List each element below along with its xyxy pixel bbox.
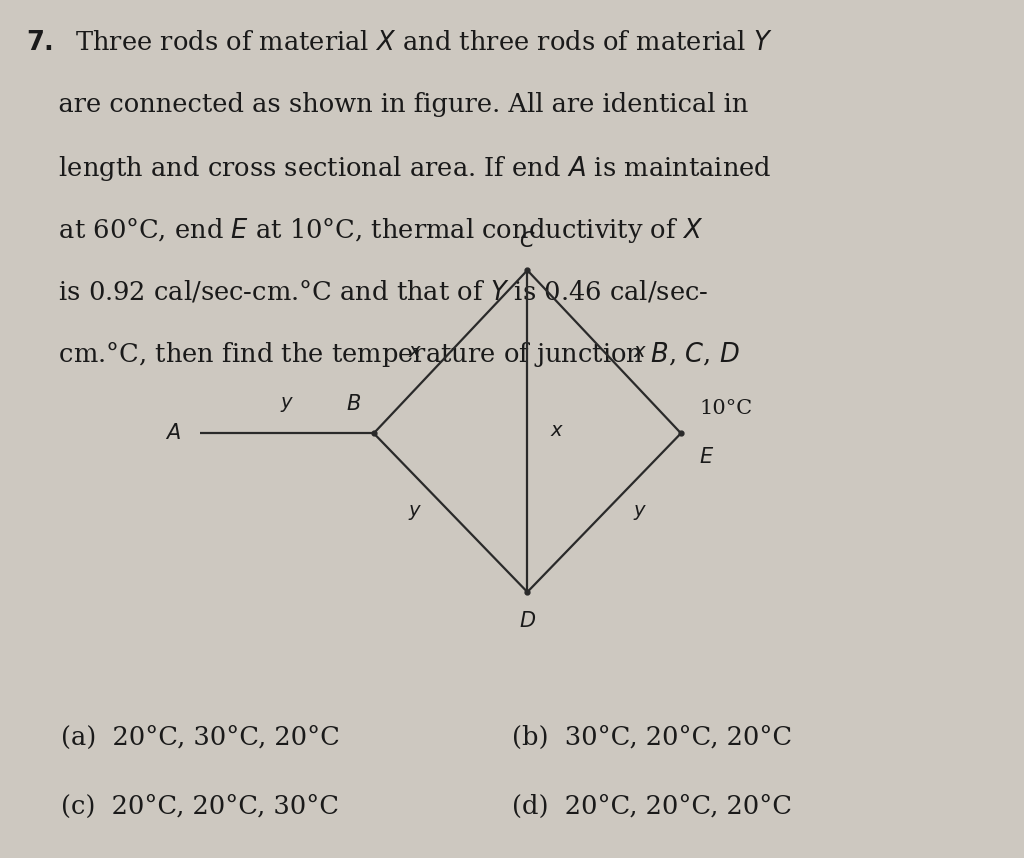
Text: at 60°C, end $E$ at 10°C, thermal conductivity of $X$: at 60°C, end $E$ at 10°C, thermal conduc… xyxy=(26,215,702,245)
Text: $E$: $E$ xyxy=(699,447,715,467)
Text: $x$: $x$ xyxy=(633,343,647,360)
Text: (c)  20°C, 20°C, 30°C: (c) 20°C, 20°C, 30°C xyxy=(61,794,339,819)
Text: $y$: $y$ xyxy=(280,396,294,414)
Text: are connected as shown in figure. All are identical in: are connected as shown in figure. All ar… xyxy=(26,92,748,117)
Text: length and cross sectional area. If end $A$ is maintained: length and cross sectional area. If end … xyxy=(26,154,771,183)
Text: is 0.92 cal/sec-cm.°C and that of $Y$ is 0.46 cal/sec-: is 0.92 cal/sec-cm.°C and that of $Y$ is… xyxy=(26,277,708,304)
Text: (a)  20°C, 30°C, 20°C: (a) 20°C, 30°C, 20°C xyxy=(61,725,340,750)
Text: $x$: $x$ xyxy=(550,422,564,440)
Text: $A$: $A$ xyxy=(165,423,181,444)
Text: $D$: $D$ xyxy=(519,611,536,631)
Text: $\mathbf{7.}$  Three rods of material $X$ and three rods of material $Y$: $\mathbf{7.}$ Three rods of material $X$… xyxy=(26,30,772,55)
Text: (d)  20°C, 20°C, 20°C: (d) 20°C, 20°C, 20°C xyxy=(512,794,792,819)
Text: 10°C: 10°C xyxy=(699,399,753,418)
Text: cm.°C, then find the temperature of junction $B$, $C$, $D$: cm.°C, then find the temperature of junc… xyxy=(26,339,739,369)
Text: (b)  30°C, 20°C, 20°C: (b) 30°C, 20°C, 20°C xyxy=(512,725,793,750)
Text: $B$: $B$ xyxy=(346,395,361,414)
Text: $x$: $x$ xyxy=(408,343,422,360)
Text: $C$: $C$ xyxy=(519,232,536,251)
Text: $y$: $y$ xyxy=(633,503,647,523)
Text: $y$: $y$ xyxy=(408,503,422,523)
